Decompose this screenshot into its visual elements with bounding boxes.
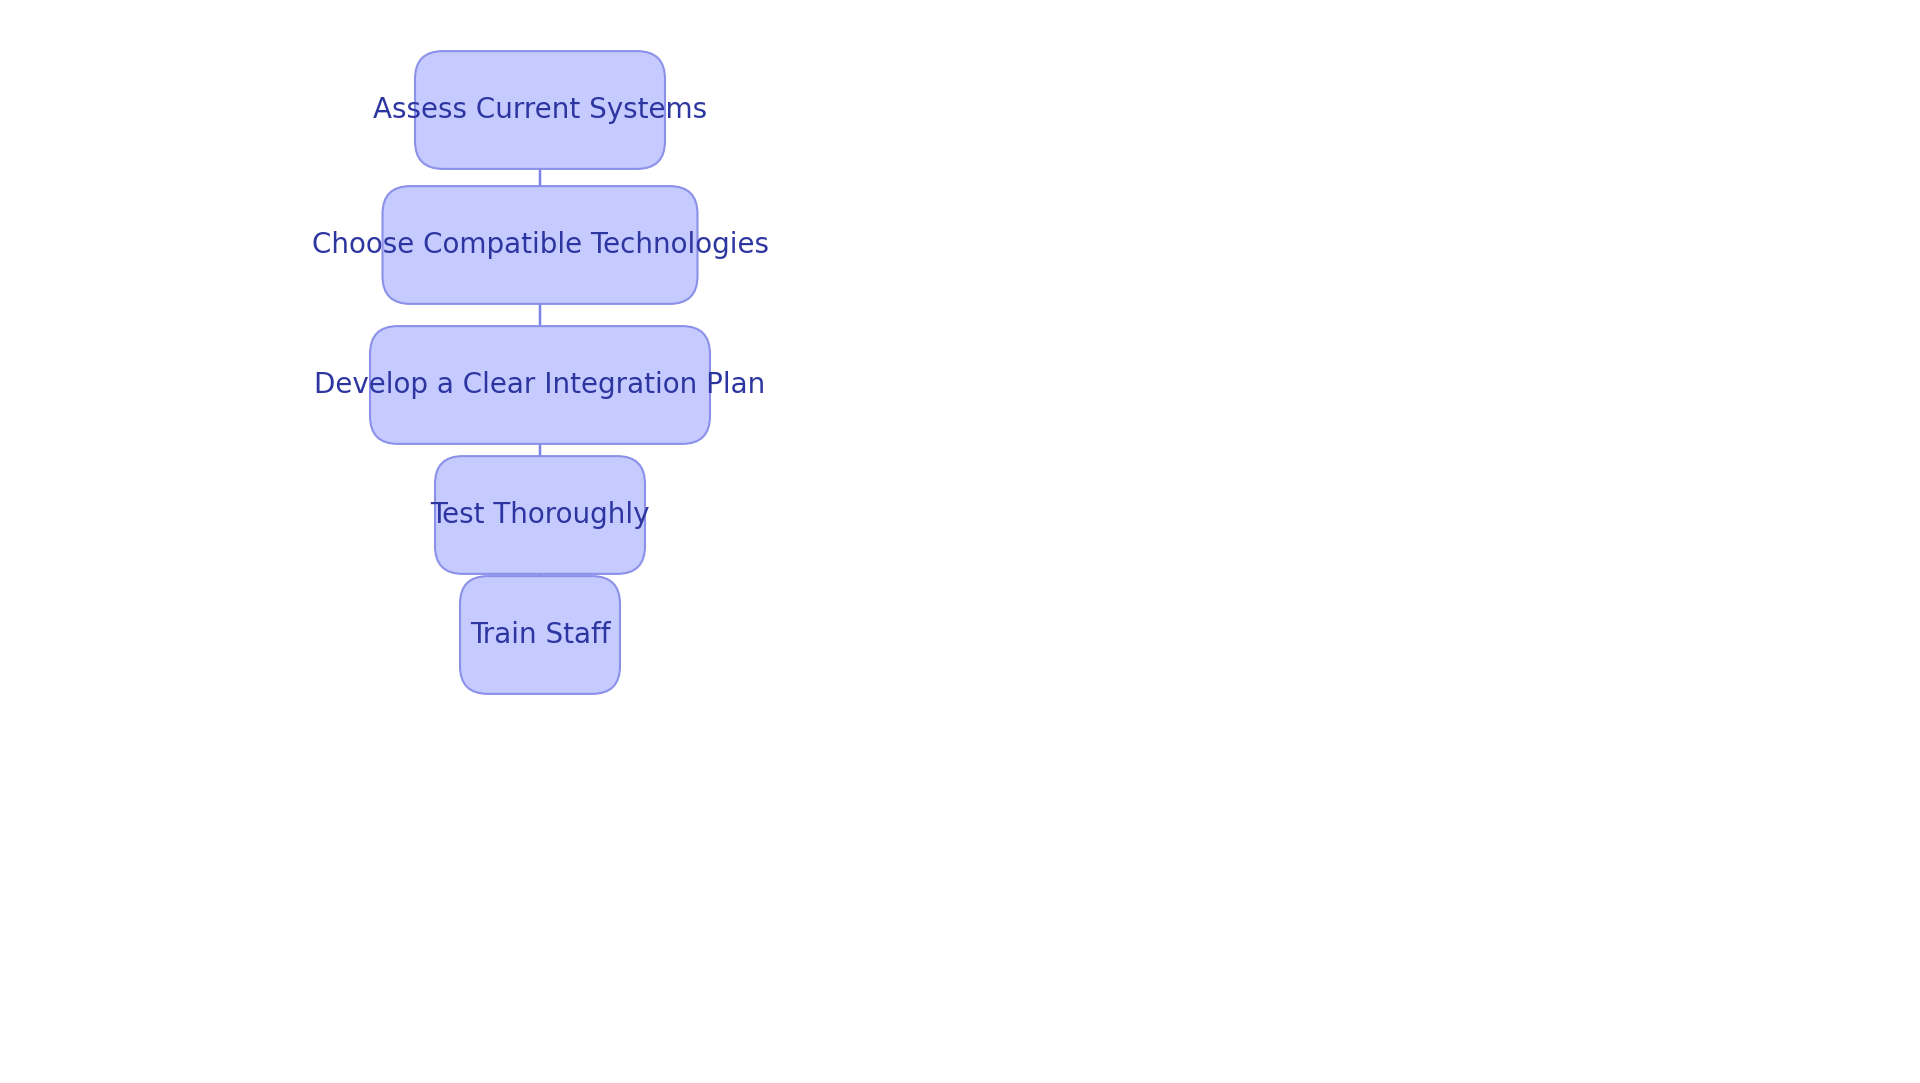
FancyBboxPatch shape: [461, 576, 620, 694]
Text: Assess Current Systems: Assess Current Systems: [372, 96, 707, 123]
FancyBboxPatch shape: [382, 186, 697, 304]
FancyBboxPatch shape: [436, 456, 645, 574]
Text: Choose Compatible Technologies: Choose Compatible Technologies: [311, 231, 768, 259]
Text: Develop a Clear Integration Plan: Develop a Clear Integration Plan: [315, 371, 766, 399]
FancyBboxPatch shape: [371, 326, 710, 444]
Text: Train Staff: Train Staff: [470, 621, 611, 649]
Text: Test Thoroughly: Test Thoroughly: [430, 501, 649, 529]
FancyBboxPatch shape: [415, 51, 664, 169]
